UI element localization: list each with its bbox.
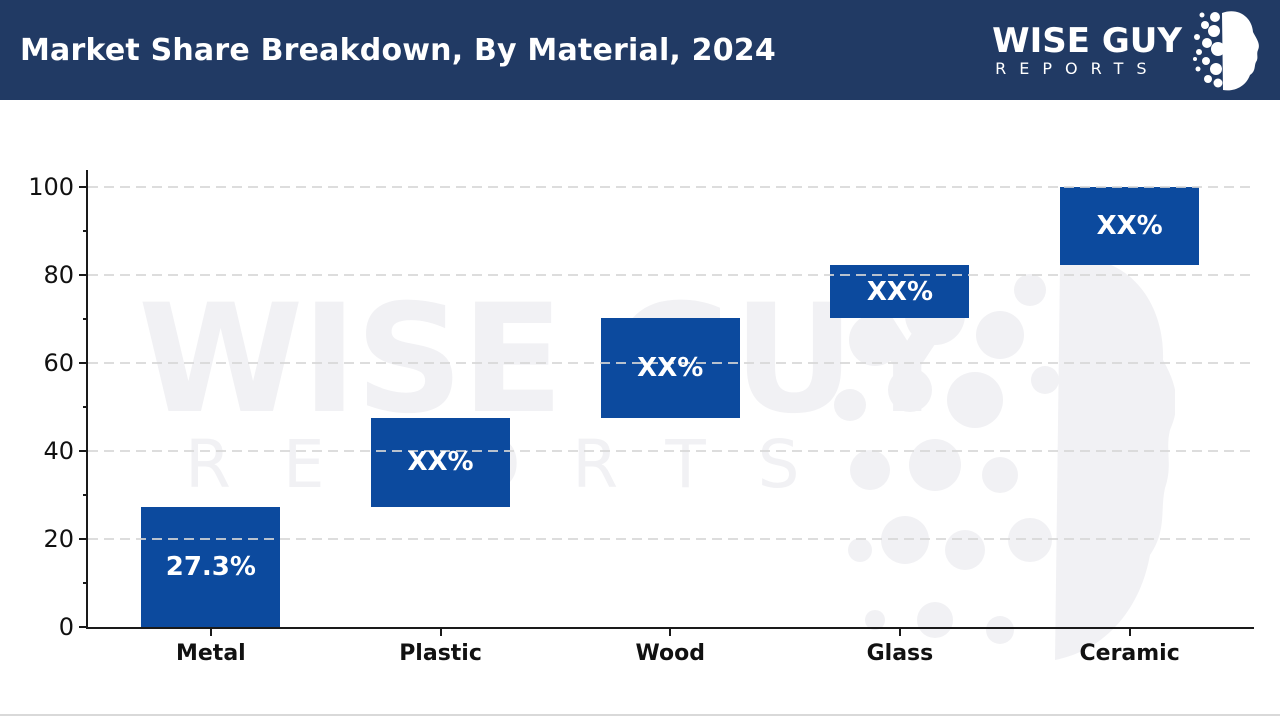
wiseguy-logo: WISE GUY REPORTS: [992, 7, 1262, 93]
y-tick-label: 100: [28, 173, 74, 201]
header: Market Share Breakdown, By Material, 202…: [0, 0, 1280, 100]
bar-plastic: [371, 417, 511, 507]
watermark-wordmark: WISE GUY: [138, 273, 962, 447]
y-tick: [79, 450, 88, 452]
y-axis-line: [86, 170, 88, 629]
y-tick-label: 40: [43, 437, 74, 465]
bar-wood: [600, 317, 740, 418]
y-minor-tick: [83, 582, 88, 584]
gridline: [88, 274, 1253, 276]
logo-wordmark-sub: REPORTS: [995, 58, 1160, 78]
y-tick-label: 60: [43, 349, 74, 377]
bar-value-label: XX%: [866, 276, 934, 307]
x-tick: [669, 627, 672, 636]
y-tick-label: 80: [43, 261, 74, 289]
y-minor-tick: [83, 494, 88, 496]
x-tick-label: Wood: [635, 641, 705, 666]
gridline: [88, 362, 1253, 364]
bar-value-label: XX%: [1096, 211, 1163, 242]
x-tick: [898, 627, 901, 636]
y-tick: [79, 538, 88, 540]
y-tick-label: 20: [43, 525, 74, 553]
x-tick: [1128, 627, 1131, 636]
bar-metal: [141, 506, 281, 627]
gridline: [88, 538, 1253, 540]
logo-wordmark: WISE GUY REPORTS: [992, 24, 1182, 77]
x-tick-label: Metal: [175, 641, 246, 666]
chart-area: WISE GUY REPORTS 27.3% Metal XX% Plastic XX%…: [0, 100, 1280, 720]
x-tick: [209, 627, 212, 636]
bar-value-label: XX%: [637, 352, 704, 383]
waterfall-chart: 27.3% Metal XX% Plastic XX% Wood XX% Glass XX% Ce…: [0, 100, 1280, 720]
watermark-face-icon: [834, 258, 1175, 660]
gridline: [88, 186, 1253, 188]
bar-value-label: 27.3%: [165, 551, 256, 582]
logo-wordmark-main: WISE GUY: [992, 20, 1182, 61]
y-tick: [79, 626, 88, 628]
x-tick: [439, 627, 442, 636]
x-axis-line: [86, 627, 1254, 629]
y-minor-tick: [83, 406, 88, 408]
gridline: [88, 450, 1253, 452]
x-tick-label: Glass: [866, 641, 934, 666]
y-tick: [79, 362, 88, 364]
y-minor-tick: [83, 230, 88, 232]
bottom-divider: [0, 714, 1280, 716]
y-tick: [79, 274, 88, 276]
x-tick-label: Ceramic: [1079, 641, 1180, 666]
bar-ceramic: [1060, 187, 1200, 266]
y-tick-label: 0: [58, 613, 74, 641]
bar-value-label: XX%: [407, 447, 474, 478]
wiseguy-face-icon: [1193, 11, 1259, 91]
y-tick: [79, 186, 88, 188]
y-minor-tick: [83, 318, 88, 320]
page-title: Market Share Breakdown, By Material, 202…: [20, 32, 776, 68]
x-tick-label: Plastic: [399, 641, 482, 666]
